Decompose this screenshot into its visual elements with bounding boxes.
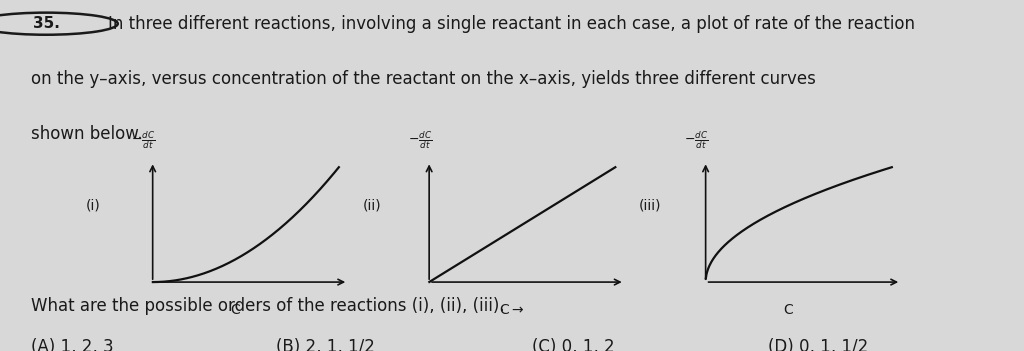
Text: (i): (i) (86, 199, 100, 213)
Text: shown below.: shown below. (31, 125, 142, 143)
Text: (D) 0, 1, 1/2: (D) 0, 1, 1/2 (768, 338, 868, 351)
Text: $-\frac{dC}{dt}$: $-\frac{dC}{dt}$ (131, 130, 156, 151)
Text: C: C (230, 303, 241, 317)
Text: C: C (783, 303, 794, 317)
Text: (A) 1, 2, 3: (A) 1, 2, 3 (31, 338, 114, 351)
Text: C$\rightarrow$: C$\rightarrow$ (500, 303, 524, 317)
Text: (C) 0, 1, 2: (C) 0, 1, 2 (532, 338, 615, 351)
Text: In three different reactions, involving a single reactant in each case, a plot o: In three different reactions, involving … (108, 15, 914, 33)
Text: (ii): (ii) (362, 199, 381, 213)
Text: (B) 2, 1, 1/2: (B) 2, 1, 1/2 (276, 338, 376, 351)
Text: $-\frac{dC}{dt}$: $-\frac{dC}{dt}$ (408, 130, 432, 151)
Text: 35.: 35. (33, 16, 59, 31)
Text: What are the possible orders of the reactions (i), (ii), (iii).: What are the possible orders of the reac… (31, 297, 505, 315)
Text: (iii): (iii) (639, 199, 662, 213)
Text: $-\frac{dC}{dt}$: $-\frac{dC}{dt}$ (684, 130, 709, 151)
Text: on the y–axis, versus concentration of the reactant on the x–axis, yields three : on the y–axis, versus concentration of t… (31, 70, 815, 88)
